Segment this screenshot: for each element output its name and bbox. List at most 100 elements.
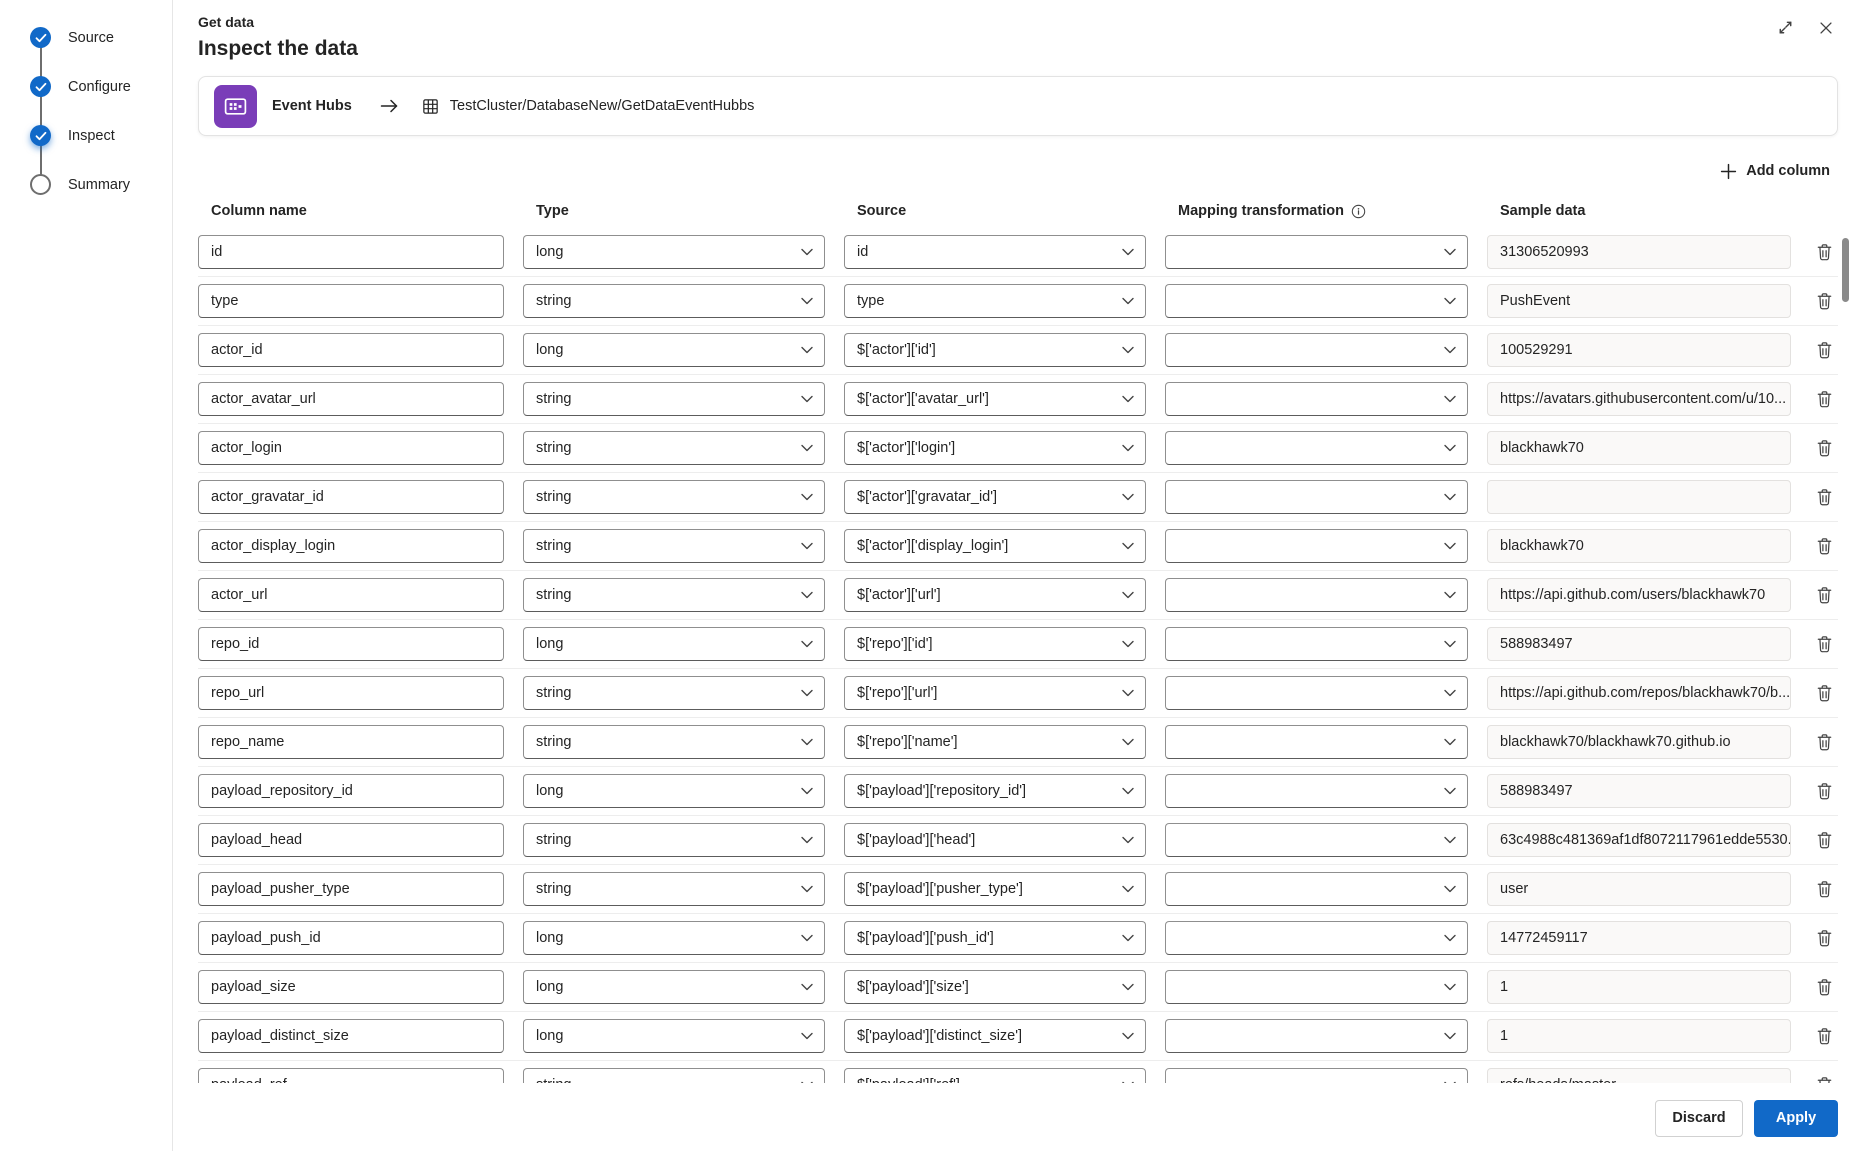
type-dropdown[interactable]: string	[523, 676, 825, 710]
source-dropdown[interactable]: $['payload']['size']	[844, 970, 1146, 1004]
column-name-input[interactable]	[198, 529, 504, 563]
mapping-transformation-dropdown[interactable]	[1165, 333, 1468, 367]
close-button[interactable]	[1817, 18, 1835, 37]
type-dropdown[interactable]: long	[523, 774, 825, 808]
delete-column-button[interactable]	[1810, 480, 1838, 514]
delete-column-button[interactable]	[1810, 431, 1838, 465]
type-dropdown[interactable]: string	[523, 872, 825, 906]
info-icon[interactable]	[1351, 204, 1366, 219]
step-inspect[interactable]: Inspect	[30, 111, 131, 160]
delete-column-button[interactable]	[1810, 382, 1838, 416]
source-dropdown[interactable]: $['payload']['ref']	[844, 1068, 1146, 1083]
add-column-button[interactable]: Add column	[1712, 159, 1838, 184]
source-dropdown[interactable]: $['payload']['head']	[844, 823, 1146, 857]
column-name-input[interactable]	[198, 823, 504, 857]
source-dropdown[interactable]: $['actor']['url']	[844, 578, 1146, 612]
type-dropdown[interactable]: long	[523, 1019, 825, 1053]
type-dropdown[interactable]: string	[523, 431, 825, 465]
mapping-transformation-dropdown[interactable]	[1165, 235, 1468, 269]
delete-column-button[interactable]	[1810, 921, 1838, 955]
column-name-input[interactable]	[198, 872, 504, 906]
delete-column-button[interactable]	[1810, 284, 1838, 318]
type-dropdown[interactable]: long	[523, 235, 825, 269]
mapping-transformation-dropdown[interactable]	[1165, 627, 1468, 661]
source-dropdown[interactable]: $['payload']['distinct_size']	[844, 1019, 1146, 1053]
column-name-input[interactable]	[198, 970, 504, 1004]
delete-column-button[interactable]	[1810, 333, 1838, 367]
column-name-input[interactable]	[198, 431, 504, 465]
column-name-input[interactable]	[198, 235, 504, 269]
column-name-input[interactable]	[198, 676, 504, 710]
type-dropdown[interactable]: string	[523, 284, 825, 318]
source-dropdown[interactable]: $['actor']['login']	[844, 431, 1146, 465]
source-dropdown[interactable]: $['repo']['id']	[844, 627, 1146, 661]
delete-column-button[interactable]	[1810, 970, 1838, 1004]
step-summary[interactable]: Summary	[30, 160, 131, 209]
mapping-transformation-dropdown[interactable]	[1165, 872, 1468, 906]
mapping-transformation-dropdown[interactable]	[1165, 921, 1468, 955]
type-dropdown[interactable]: string	[523, 480, 825, 514]
delete-column-button[interactable]	[1810, 725, 1838, 759]
delete-column-button[interactable]	[1810, 676, 1838, 710]
type-dropdown[interactable]: string	[523, 1068, 825, 1083]
type-dropdown[interactable]: long	[523, 921, 825, 955]
mapping-transformation-dropdown[interactable]	[1165, 480, 1468, 514]
mapping-transformation-dropdown[interactable]	[1165, 1019, 1468, 1053]
column-name-input[interactable]	[198, 480, 504, 514]
delete-column-button[interactable]	[1810, 774, 1838, 808]
column-name-input[interactable]	[198, 382, 504, 416]
delete-column-button[interactable]	[1810, 529, 1838, 563]
column-name-input[interactable]	[198, 1068, 504, 1083]
mapping-transformation-dropdown[interactable]	[1165, 284, 1468, 318]
type-dropdown[interactable]: string	[523, 578, 825, 612]
mapping-transformation-dropdown[interactable]	[1165, 578, 1468, 612]
discard-button[interactable]: Discard	[1655, 1099, 1743, 1137]
source-dropdown[interactable]: $['repo']['url']	[844, 676, 1146, 710]
type-dropdown[interactable]: string	[523, 725, 825, 759]
mapping-transformation-dropdown[interactable]	[1165, 676, 1468, 710]
source-dropdown[interactable]: id	[844, 235, 1146, 269]
column-name-input[interactable]	[198, 284, 504, 318]
source-dropdown[interactable]: $['actor']['id']	[844, 333, 1146, 367]
type-dropdown[interactable]: long	[523, 627, 825, 661]
delete-column-button[interactable]	[1810, 872, 1838, 906]
source-dropdown[interactable]: $['actor']['display_login']	[844, 529, 1146, 563]
type-dropdown[interactable]: string	[523, 823, 825, 857]
column-name-input[interactable]	[198, 774, 504, 808]
type-dropdown[interactable]: string	[523, 529, 825, 563]
source-dropdown[interactable]: $['payload']['pusher_type']	[844, 872, 1146, 906]
vertical-scrollbar[interactable]	[1842, 238, 1849, 302]
source-dropdown[interactable]: $['payload']['repository_id']	[844, 774, 1146, 808]
mapping-transformation-dropdown[interactable]	[1165, 774, 1468, 808]
step-source[interactable]: Source	[30, 13, 131, 62]
type-dropdown[interactable]: string	[523, 382, 825, 416]
type-dropdown[interactable]: long	[523, 970, 825, 1004]
column-name-input[interactable]	[198, 333, 504, 367]
column-name-input[interactable]	[198, 725, 504, 759]
source-dropdown[interactable]: type	[844, 284, 1146, 318]
source-dropdown[interactable]: $['payload']['push_id']	[844, 921, 1146, 955]
column-name-input[interactable]	[198, 921, 504, 955]
delete-column-button[interactable]	[1810, 627, 1838, 661]
column-name-input[interactable]	[198, 1019, 504, 1053]
source-dropdown[interactable]: $['actor']['avatar_url']	[844, 382, 1146, 416]
mapping-transformation-dropdown[interactable]	[1165, 823, 1468, 857]
column-name-input[interactable]	[198, 578, 504, 612]
mapping-transformation-dropdown[interactable]	[1165, 431, 1468, 465]
mapping-transformation-dropdown[interactable]	[1165, 970, 1468, 1004]
source-dropdown[interactable]: $['actor']['gravatar_id']	[844, 480, 1146, 514]
apply-button[interactable]: Apply	[1754, 1099, 1838, 1137]
mapping-transformation-dropdown[interactable]	[1165, 1068, 1468, 1083]
delete-column-button[interactable]	[1810, 1068, 1838, 1083]
mapping-transformation-dropdown[interactable]	[1165, 382, 1468, 416]
delete-column-button[interactable]	[1810, 823, 1838, 857]
mapping-transformation-dropdown[interactable]	[1165, 529, 1468, 563]
step-configure[interactable]: Configure	[30, 62, 131, 111]
expand-button[interactable]	[1776, 18, 1795, 37]
delete-column-button[interactable]	[1810, 578, 1838, 612]
delete-column-button[interactable]	[1810, 1019, 1838, 1053]
column-name-input[interactable]	[198, 627, 504, 661]
source-dropdown[interactable]: $['repo']['name']	[844, 725, 1146, 759]
mapping-transformation-dropdown[interactable]	[1165, 725, 1468, 759]
type-dropdown[interactable]: long	[523, 333, 825, 367]
